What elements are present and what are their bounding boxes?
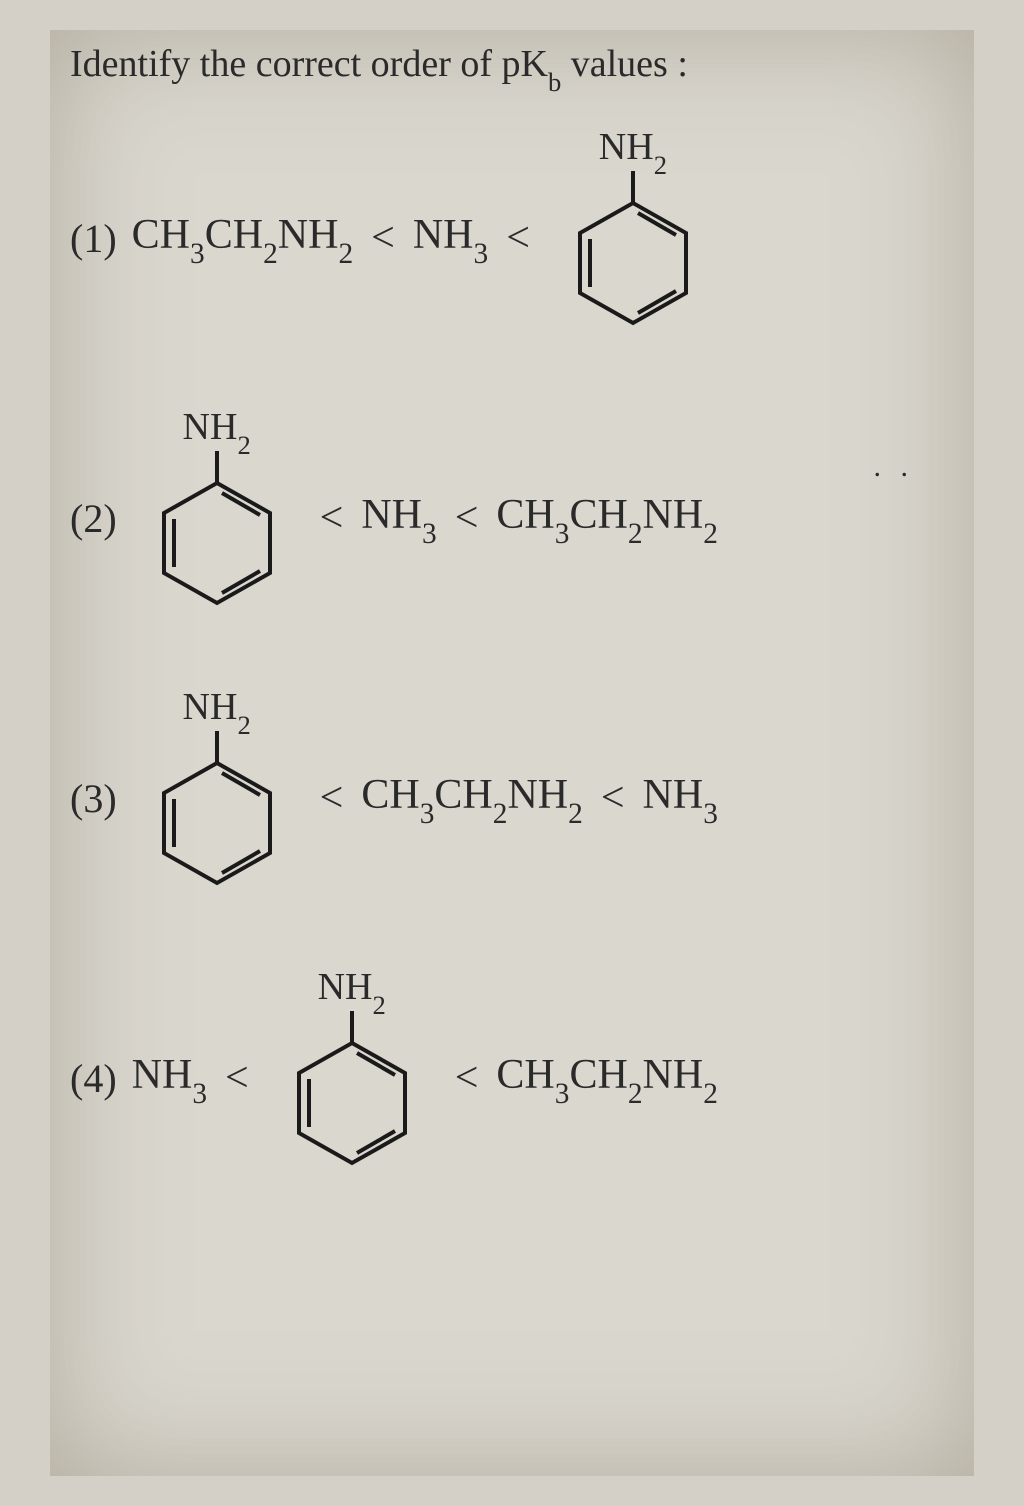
ethylamine-formula: CH3CH2NH2	[496, 491, 718, 545]
option-2-label: (2)	[70, 495, 117, 542]
aniline-structure: NH2	[553, 133, 713, 343]
less-than-symbol: <	[371, 214, 395, 262]
nh2-label: NH2	[183, 685, 251, 735]
ammonia-formula: NH3	[643, 771, 718, 825]
option-1-content: CH3CH2NH2 < NH3 < NH2	[132, 133, 718, 343]
option-4: (4) NH3 < NH2 < CH3CH2NH2	[70, 973, 954, 1183]
ethylamine-formula: CH3CH2NH2	[132, 211, 354, 265]
option-2: (2) NH2 < NH3 < CH3CH2NH2	[70, 413, 954, 623]
ethylamine-formula: CH3CH2NH2	[496, 1051, 718, 1105]
ammonia-formula: NH3	[361, 491, 436, 545]
option-1: (1) CH3CH2NH2 < NH3 < NH2	[70, 133, 954, 343]
nh2-label: NH2	[599, 125, 667, 175]
option-3: (3) NH2 < CH3CH2NH2 < NH3	[70, 693, 954, 903]
less-than-symbol: <	[320, 494, 344, 542]
option-4-content: NH3 < NH2 < CH3CH2NH2	[132, 973, 718, 1183]
page-container: Identify the correct order of pKb values…	[50, 30, 974, 1476]
less-than-symbol: <	[455, 1054, 479, 1102]
ethylamine-formula: CH3CH2NH2	[361, 771, 583, 825]
aniline-structure: NH2	[272, 973, 432, 1183]
option-4-label: (4)	[70, 1055, 117, 1102]
benzene-ring-icon	[558, 163, 708, 343]
less-than-symbol: <	[320, 774, 344, 822]
aniline-structure: NH2	[137, 693, 297, 903]
option-3-content: NH2 < CH3CH2NH2 < NH3	[132, 693, 718, 903]
benzene-ring-icon	[142, 443, 292, 623]
option-1-label: (1)	[70, 215, 117, 262]
ammonia-formula: NH3	[413, 211, 488, 265]
less-than-symbol: <	[506, 214, 530, 262]
less-than-symbol: <	[225, 1054, 249, 1102]
benzene-ring-icon	[142, 723, 292, 903]
nh2-label: NH2	[318, 965, 386, 1015]
less-than-symbol: <	[455, 494, 479, 542]
nh2-label: NH2	[183, 405, 251, 455]
less-than-symbol: <	[601, 774, 625, 822]
aniline-structure: NH2	[137, 413, 297, 623]
benzene-ring-icon	[277, 1003, 427, 1183]
prompt-text: Identify the correct order of pKb values…	[70, 43, 688, 85]
option-2-content: NH2 < NH3 < CH3CH2NH2	[132, 413, 718, 623]
question-prompt: Identify the correct order of pKb values…	[70, 40, 954, 93]
option-3-label: (3)	[70, 775, 117, 822]
ammonia-formula: NH3	[132, 1051, 207, 1105]
ellipsis-dots: . .	[874, 450, 915, 484]
